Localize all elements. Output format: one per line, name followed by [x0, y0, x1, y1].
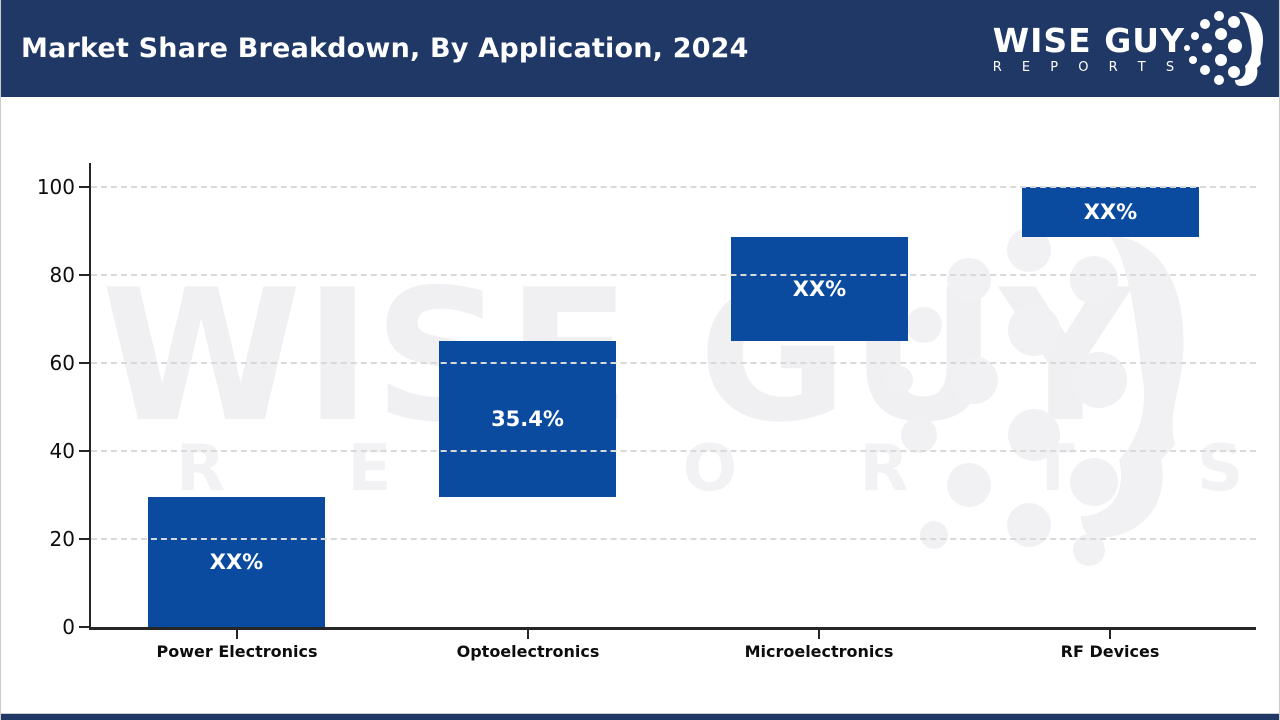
- y-tick-label-40: 40: [49, 439, 75, 463]
- y-tick-label-60: 60: [49, 351, 75, 375]
- wiseguy-head-icon: [1184, 10, 1263, 86]
- gridline-80: [91, 274, 1256, 276]
- logo-wordmark: WISE GUY: [992, 20, 1185, 60]
- y-tick-label-0: 0: [62, 615, 75, 639]
- header: Market Share Breakdown, By Application, …: [1, 0, 1279, 97]
- x-tick: [818, 630, 820, 639]
- watermark-head-graphic: [885, 228, 1184, 566]
- bar-segment: XX%: [148, 497, 325, 627]
- y-tick-20: [79, 538, 89, 540]
- y-tick-100: [79, 186, 89, 188]
- wiseguy-logo: WISE GUY R E P O R T S: [993, 8, 1279, 90]
- bar-value-label: 35.4%: [491, 407, 564, 431]
- plot-area: 0 20 40 60 80 100 XX% Power Electronics 35.4% Opt…: [37, 163, 1256, 661]
- y-tick-60: [79, 362, 89, 364]
- y-tick-label-100: 100: [36, 175, 75, 199]
- y-tick-40: [79, 450, 89, 452]
- bar-value-label: XX%: [1083, 200, 1138, 224]
- bar-segment: XX%: [731, 237, 908, 341]
- y-tick-0: [79, 626, 89, 628]
- x-category-label: Microelectronics: [744, 642, 894, 661]
- watermark-subtext: R E P O R T S: [176, 432, 1280, 506]
- footer-divider: [1, 713, 1279, 714]
- logo-subtext: R E P O R T S: [992, 59, 1183, 75]
- x-category-label: Power Electronics: [156, 642, 318, 661]
- gridline-40: [91, 450, 1256, 452]
- bar-segment: 35.4%: [439, 341, 616, 497]
- x-tick: [1109, 630, 1111, 639]
- y-tick-80: [79, 274, 89, 276]
- footer-bar: [1, 714, 1279, 720]
- bar-value-label: XX%: [792, 277, 847, 301]
- x-tick: [527, 630, 529, 639]
- x-category-label: Optoelectronics: [456, 642, 600, 661]
- y-tick-label-80: 80: [49, 263, 75, 287]
- gridline-20: [91, 538, 1256, 540]
- x-tick: [236, 630, 238, 639]
- bar-segment: XX%: [1022, 187, 1199, 237]
- y-tick-label-20: 20: [49, 527, 75, 551]
- gridline-100: [91, 186, 1256, 188]
- gridline-60: [91, 362, 1256, 364]
- x-category-label: RF Devices: [1060, 642, 1160, 661]
- page-title: Market Share Breakdown, By Application, …: [21, 33, 749, 64]
- bar-value-label: XX%: [209, 550, 264, 574]
